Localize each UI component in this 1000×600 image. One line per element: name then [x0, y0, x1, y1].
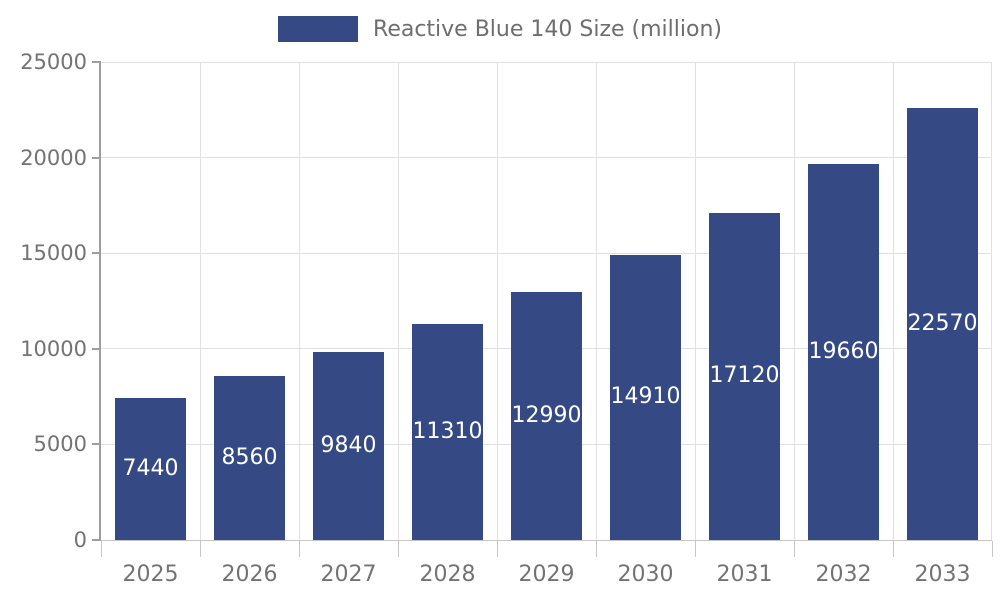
y-axis-tick	[92, 347, 101, 350]
x-axis-tick	[991, 541, 993, 557]
y-axis-tick-label: 25000	[20, 50, 87, 74]
x-axis-tick-label: 2031	[716, 562, 773, 587]
x-axis-tick-label: 2026	[221, 562, 278, 587]
x-axis-tick-label: 2025	[122, 562, 179, 587]
x-axis-tick	[496, 541, 498, 557]
gridline-vertical	[496, 62, 498, 540]
x-axis-tick	[694, 541, 696, 557]
x-axis-tick	[298, 541, 300, 557]
legend-label: Reactive Blue 140 Size (million)	[373, 16, 722, 42]
gridline-vertical	[199, 62, 201, 540]
bar-value-label: 8560	[221, 445, 278, 471]
bar: 17120	[709, 212, 780, 540]
gridline-vertical	[595, 62, 597, 540]
gridline-horizontal	[101, 157, 992, 159]
x-axis-tick	[793, 541, 795, 557]
gridline-vertical	[397, 62, 399, 540]
bar: 8560	[214, 376, 285, 540]
gridline-horizontal	[101, 252, 992, 254]
x-axis-tick-label: 2030	[617, 562, 674, 587]
x-axis-tick	[595, 541, 597, 557]
bar: 12990	[511, 291, 582, 540]
x-axis-tick-label: 2027	[320, 562, 377, 587]
bar-value-label: 9840	[320, 432, 377, 458]
y-axis-tick	[92, 252, 101, 255]
x-axis-tick-label: 2028	[419, 562, 476, 587]
y-axis-tick	[92, 443, 101, 446]
x-axis-tick-label: 2032	[815, 562, 872, 587]
y-axis-tick	[92, 61, 101, 63]
gridline-vertical	[694, 62, 696, 540]
bar: 9840	[313, 351, 384, 540]
bar: 11310	[412, 323, 483, 540]
chart-legend: Reactive Blue 140 Size (million)	[0, 16, 1000, 42]
x-axis-tick	[199, 541, 201, 557]
gridline-vertical	[892, 62, 894, 540]
plot-area: 7440 8560 9840 11310 12990 14910 17120 19660 225…	[101, 61, 992, 540]
y-axis-tick-label: 15000	[20, 241, 87, 266]
y-axis-tick-label: 0	[73, 528, 87, 552]
gridline-vertical	[990, 62, 992, 540]
y-axis-tick	[92, 156, 101, 159]
x-axis-tick	[100, 541, 102, 557]
y-axis-tick-label: 5000	[33, 432, 87, 457]
bar: 7440	[115, 397, 186, 540]
x-axis-tick	[397, 541, 399, 557]
x-axis-tick-label: 2029	[518, 562, 575, 587]
bar-value-label: 12990	[511, 402, 582, 428]
bar-value-label: 11310	[412, 418, 483, 444]
bar: 22570	[907, 108, 978, 540]
bar-value-label: 14910	[610, 384, 681, 410]
bar-value-label: 19660	[808, 339, 879, 365]
y-axis-tick	[92, 539, 101, 541]
gridline-vertical	[793, 62, 795, 540]
gridline-horizontal	[101, 61, 992, 63]
y-axis-tick-label: 20000	[20, 145, 87, 170]
bar: 19660	[808, 164, 879, 540]
bar: 14910	[610, 254, 681, 540]
y-axis-line	[99, 62, 101, 540]
bar-value-label: 22570	[907, 311, 978, 337]
gridline-vertical	[298, 62, 300, 540]
x-axis-line	[101, 540, 992, 541]
x-axis-tick	[892, 541, 894, 557]
x-axis-tick-label: 2033	[914, 562, 971, 587]
bar-value-label: 7440	[122, 455, 179, 481]
legend-swatch	[278, 16, 359, 42]
y-axis-tick-label: 10000	[20, 336, 87, 361]
bar-value-label: 17120	[709, 363, 780, 389]
